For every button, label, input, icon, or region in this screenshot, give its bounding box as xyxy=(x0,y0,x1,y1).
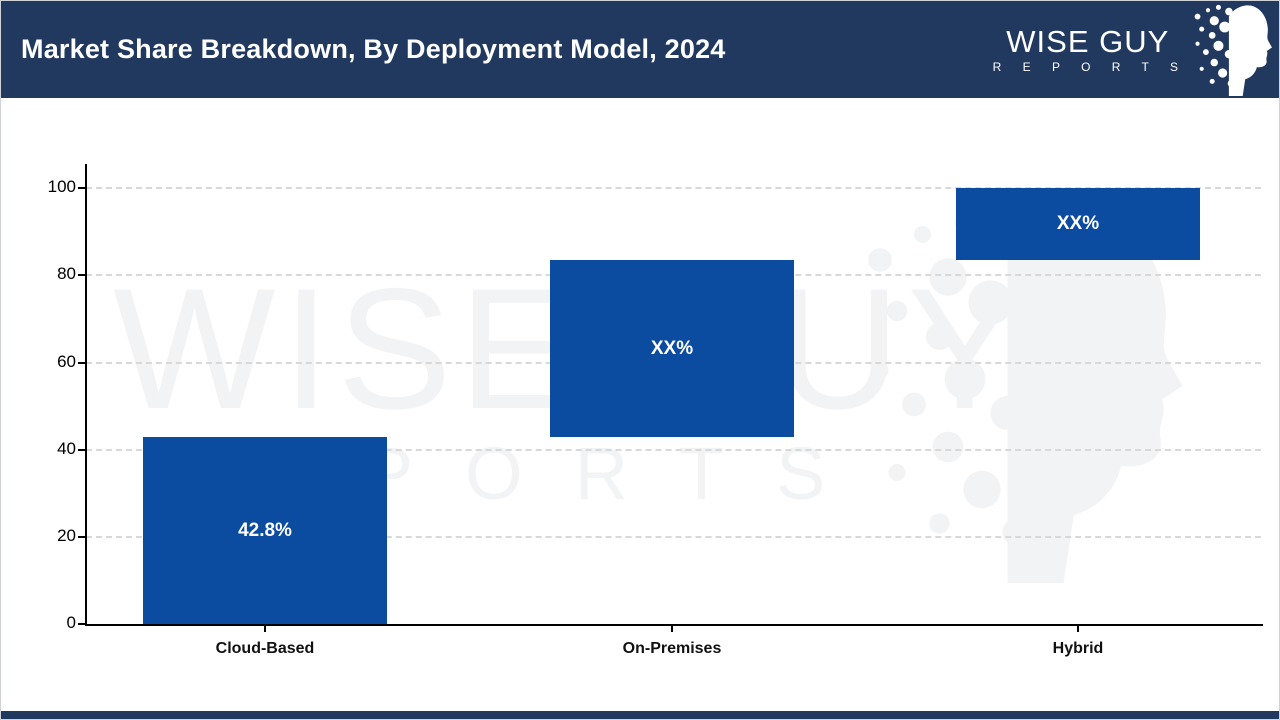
category-label-on-premises: On-Premises xyxy=(622,640,722,657)
gridline-20 xyxy=(86,536,1261,538)
y-tick-40 xyxy=(78,449,85,451)
bar-value-label: 42.8% xyxy=(238,519,292,541)
y-tick-100 xyxy=(78,187,85,189)
gridline-100 xyxy=(86,187,1261,189)
bar-cloud-based: 42.8% xyxy=(143,437,387,624)
y-tick-20 xyxy=(78,536,85,538)
y-tick-0 xyxy=(78,623,85,625)
category-label-hybrid: Hybrid xyxy=(1052,640,1104,657)
y-tick-label-20: 20 xyxy=(57,526,76,545)
y-axis-spine xyxy=(85,164,87,626)
watermark-head-icon xyxy=(868,212,1183,583)
x-axis-spine xyxy=(85,624,1263,626)
y-tick-80 xyxy=(78,274,85,276)
brand-subtitle: R E P O R T S xyxy=(992,59,1187,74)
y-tick-label-40: 40 xyxy=(57,439,76,458)
y-tick-60 xyxy=(78,362,85,364)
y-tick-label-0: 0 xyxy=(66,613,76,632)
bar-hybrid: XX% xyxy=(956,188,1200,260)
brand-logo-text: WISE GUY R E P O R T S xyxy=(989,26,1187,74)
bar-value-label: XX% xyxy=(1056,213,1100,234)
x-tick-cloud-based xyxy=(264,626,266,632)
bar-on-premises: XX% xyxy=(550,260,794,437)
gridline-40 xyxy=(86,449,1261,451)
category-label-cloud-based: Cloud-Based xyxy=(215,640,315,657)
footer-bar xyxy=(1,711,1279,719)
x-tick-hybrid xyxy=(1077,626,1079,632)
bar-value-label: XX% xyxy=(650,337,694,359)
x-tick-on-premises xyxy=(671,626,673,632)
chart-title: Market Share Breakdown, By Deployment Mo… xyxy=(21,34,726,64)
brand-head-icon xyxy=(1194,4,1272,96)
y-tick-label-100: 100 xyxy=(47,177,76,196)
y-tick-label-80: 80 xyxy=(57,264,76,283)
brand-logo: WISE GUY R E P O R T S xyxy=(989,4,1279,96)
brand-name: WISE GUY xyxy=(1006,23,1170,59)
header-bar: Market Share Breakdown, By Deployment Mo… xyxy=(1,1,1279,98)
y-tick-label-60: 60 xyxy=(57,352,76,371)
